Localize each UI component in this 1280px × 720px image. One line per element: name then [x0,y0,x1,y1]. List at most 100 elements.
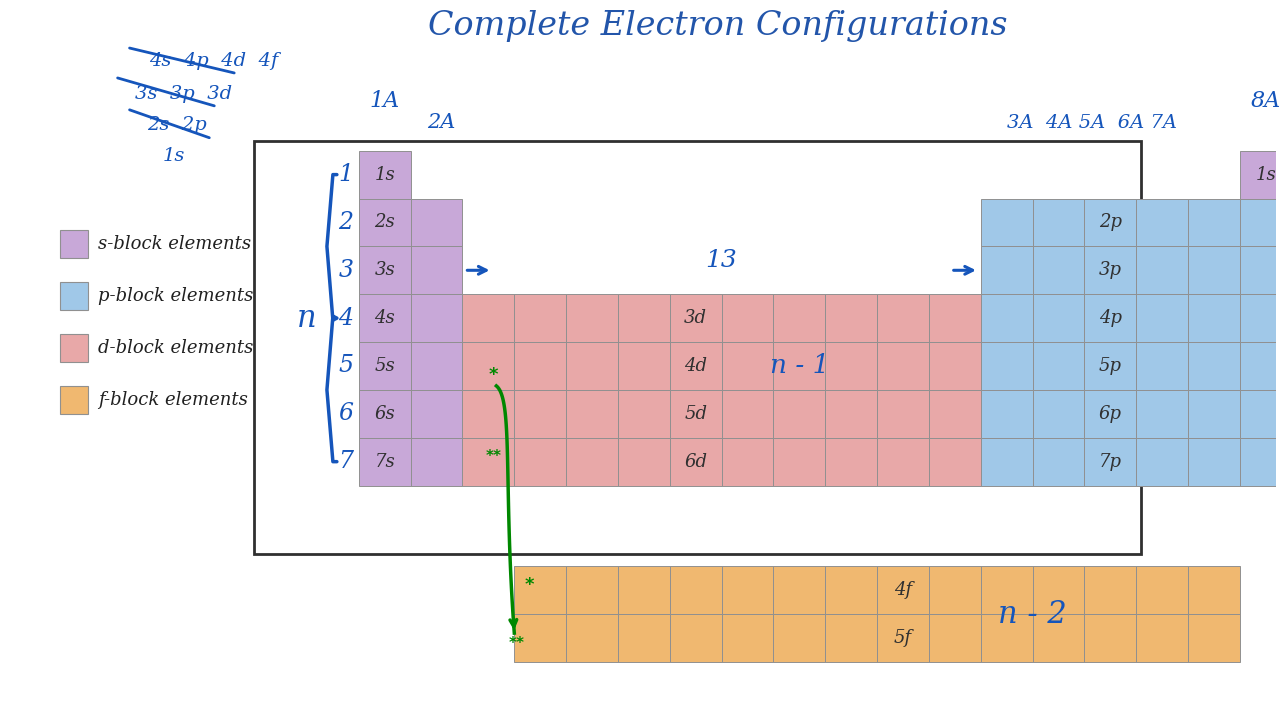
Bar [1188,199,1240,246]
Text: 7s: 7s [374,453,396,471]
Bar [411,438,462,485]
Bar [722,567,773,614]
Bar [60,334,88,362]
Bar [980,342,1033,390]
Text: 2s  2p: 2s 2p [147,116,207,134]
Text: 5f: 5f [893,629,913,647]
Bar [566,567,618,614]
Bar [929,614,980,662]
Bar [1240,438,1280,485]
Text: 2: 2 [338,211,353,234]
Bar [1137,246,1188,294]
Bar [1188,567,1240,614]
Bar [1137,390,1188,438]
Bar [980,390,1033,438]
Bar [1033,342,1084,390]
Bar [411,199,462,246]
Bar [877,438,929,485]
Text: p-block elements: p-block elements [97,287,253,305]
Bar [722,438,773,485]
Bar [411,294,462,342]
Text: 4f: 4f [893,581,913,599]
Bar [1084,614,1137,662]
Bar [1137,438,1188,485]
Bar [566,438,618,485]
Bar [1033,246,1084,294]
Text: 3s  3p  3d: 3s 3p 3d [134,85,232,103]
Bar [1137,614,1188,662]
Bar [358,342,411,390]
Bar [1240,342,1280,390]
Text: n - 1: n - 1 [769,354,829,379]
Bar [826,390,877,438]
Bar [462,294,515,342]
Text: 2A: 2A [428,113,456,132]
Bar [515,294,566,342]
Bar [411,246,462,294]
Text: s-block elements: s-block elements [97,235,251,253]
Bar [980,614,1033,662]
Text: 3d: 3d [685,309,707,327]
Text: 4s: 4s [374,309,396,327]
Bar [566,294,618,342]
Bar [1137,567,1188,614]
Bar [462,342,515,390]
Text: *: * [525,576,534,594]
Bar [669,390,722,438]
Bar [773,567,826,614]
Text: 1s: 1s [1256,166,1276,184]
Bar [669,438,722,485]
Bar [722,390,773,438]
Bar [358,199,411,246]
Bar [358,294,411,342]
Bar [358,390,411,438]
Bar [929,567,980,614]
Bar [462,438,515,485]
Bar [1084,390,1137,438]
Bar [1240,246,1280,294]
Text: 4s  4p  4d  4f: 4s 4p 4d 4f [150,52,279,70]
Text: 5: 5 [338,354,353,377]
Bar [462,390,515,438]
Bar [1033,199,1084,246]
Text: n - 2: n - 2 [998,598,1068,630]
Bar [566,614,618,662]
Bar [929,438,980,485]
Bar [1188,390,1240,438]
Bar [1240,199,1280,246]
Bar [773,614,826,662]
Bar [1137,199,1188,246]
Bar [358,246,411,294]
Bar [1033,438,1084,485]
Bar [669,342,722,390]
Text: 6s: 6s [374,405,396,423]
Bar [826,614,877,662]
Bar [826,342,877,390]
Bar [1137,342,1188,390]
Bar [722,614,773,662]
Text: d-block elements: d-block elements [97,339,253,357]
Bar [515,390,566,438]
Bar [60,386,88,414]
Text: 7p: 7p [1098,453,1121,471]
Text: 5d: 5d [685,405,707,423]
Bar [877,614,929,662]
Bar [773,294,826,342]
Bar [618,390,669,438]
Text: 13: 13 [705,249,737,272]
Bar [566,342,618,390]
Bar [929,294,980,342]
Text: 7: 7 [338,450,353,473]
Bar [1084,342,1137,390]
Text: 3A  4A 5A  6A 7A: 3A 4A 5A 6A 7A [1006,114,1176,132]
Bar [722,294,773,342]
Text: 6d: 6d [685,453,707,471]
Text: Complete Electron Configurations: Complete Electron Configurations [428,10,1007,42]
Bar [826,438,877,485]
Text: 2s: 2s [374,213,396,231]
Bar [515,342,566,390]
Text: 1s: 1s [374,166,396,184]
Bar [1033,567,1084,614]
Bar [980,438,1033,485]
Bar [566,390,618,438]
